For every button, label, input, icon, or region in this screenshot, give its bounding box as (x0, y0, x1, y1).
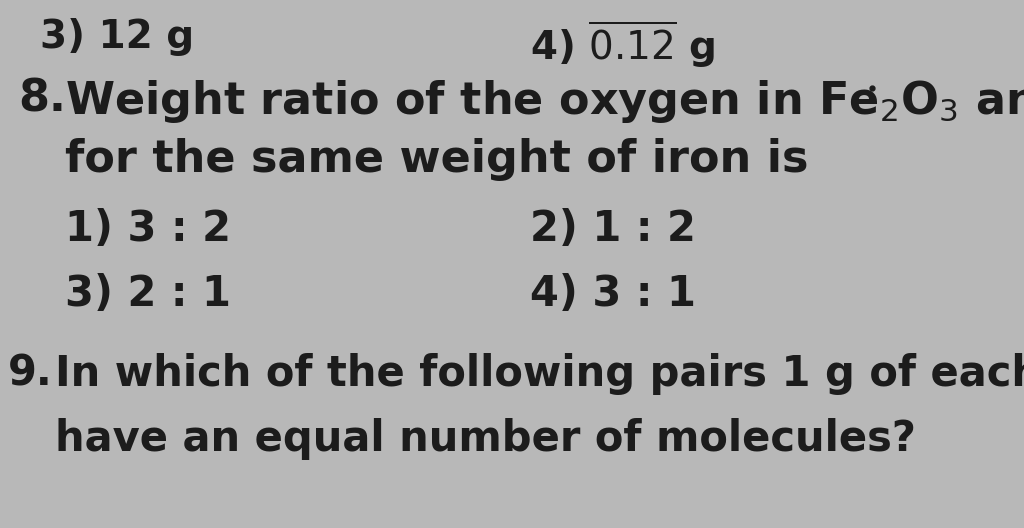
Text: In which of the following pairs 1 g of each: In which of the following pairs 1 g of e… (55, 353, 1024, 395)
Text: for the same weight of iron is: for the same weight of iron is (65, 138, 809, 181)
Text: 3) 2 : 1: 3) 2 : 1 (65, 273, 231, 315)
Text: 1) 3 : 2: 1) 3 : 2 (65, 208, 231, 250)
Text: 4) 3 : 1: 4) 3 : 1 (530, 273, 696, 315)
Text: 4) $\overline{0.12}$ g: 4) $\overline{0.12}$ g (530, 18, 715, 70)
Text: 9.: 9. (8, 353, 53, 395)
Text: have an equal number of molecules?: have an equal number of molecules? (55, 418, 916, 460)
Text: 8.: 8. (18, 78, 66, 121)
Text: 3) 12 g: 3) 12 g (40, 18, 195, 56)
Text: Weight ratio of the oxygen in Fe$_2$O$_3$ and FeO: Weight ratio of the oxygen in Fe$_2$O$_3… (65, 78, 1024, 125)
Text: 2) 1 : 2: 2) 1 : 2 (530, 208, 696, 250)
